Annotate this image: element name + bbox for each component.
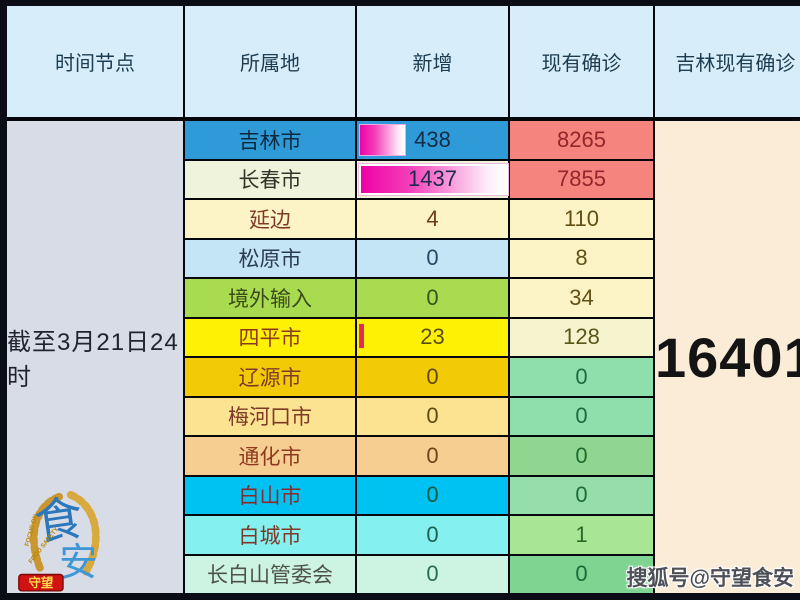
time-node-text: 截至3月21日24时 <box>7 329 179 391</box>
existing-cases-value: 0 <box>575 442 588 468</box>
existing-cases-cell: 0 <box>510 555 653 593</box>
new-cases-value: 4 <box>426 205 439 231</box>
region-name: 延边 <box>249 208 291 232</box>
region-cell: 松原市 <box>185 239 355 277</box>
new-cases-value: 0 <box>426 561 439 587</box>
header-jilin-total: 吉林现有确诊 <box>655 6 800 119</box>
logo-char-an: 安 <box>59 541 97 584</box>
new-cases-cell: 0 <box>357 358 508 396</box>
region-cell: 延边 <box>185 200 355 238</box>
region-cell: 白山市 <box>185 476 355 514</box>
data-bar <box>359 323 364 348</box>
existing-cases-value: 110 <box>563 205 600 231</box>
new-cases-value: 0 <box>426 245 439 271</box>
existing-cases-value: 8265 <box>557 126 606 152</box>
logo-banner-text: 守望 <box>28 575 53 590</box>
new-cases-cell: 0 <box>357 516 508 554</box>
region-name: 白城市 <box>238 524 302 548</box>
new-cases-cell: 438 <box>357 121 508 159</box>
new-cases-value: 23 <box>420 324 445 350</box>
new-cases-cell: 0 <box>357 437 508 475</box>
new-cases-cell: 0 <box>357 476 508 514</box>
new-cases-cell: 23 <box>357 318 508 356</box>
existing-cases-cell: 34 <box>510 279 653 317</box>
wreath-right-branch <box>66 491 100 576</box>
existing-cases-value: 8 <box>575 245 588 271</box>
region-name: 松原市 <box>238 248 302 272</box>
existing-cases-cell: 8 <box>510 239 653 277</box>
existing-cases-value: 128 <box>563 324 600 350</box>
header-time-node-label: 时间节点 <box>55 53 135 75</box>
existing-cases-value: 0 <box>575 482 588 508</box>
region-cell: 长春市 <box>185 160 355 198</box>
header-existing-cases-label: 现有确诊 <box>541 53 622 75</box>
new-cases-cell: 0 <box>357 239 508 277</box>
new-cases-value: 0 <box>426 482 439 508</box>
existing-cases-value: 7855 <box>557 166 606 192</box>
region-name: 长春市 <box>238 169 302 193</box>
region-cell: 通化市 <box>185 437 355 475</box>
new-cases-cell: 0 <box>357 279 508 317</box>
region-name: 四平市 <box>238 327 302 351</box>
new-cases-value: 0 <box>426 403 439 429</box>
existing-cases-value: 0 <box>575 561 588 587</box>
existing-cases-cell: 0 <box>510 476 653 514</box>
wreath-left-branch <box>30 492 63 572</box>
header-existing-cases: 现有确诊 <box>510 6 653 119</box>
sohu-watermark: 搜狐号@守望食安 <box>626 567 794 590</box>
logo-banner-ribbon <box>18 573 64 592</box>
data-bar <box>358 162 509 196</box>
new-cases-cell: 1437 <box>357 160 509 198</box>
region-cell: 长白山管委会 <box>185 555 355 593</box>
jilin-total-cell: 16401 <box>655 121 800 593</box>
data-bar <box>359 124 407 156</box>
existing-cases-cell: 128 <box>510 318 653 356</box>
header-region: 所属地 <box>185 6 355 119</box>
region-name: 辽源市 <box>238 366 302 390</box>
region-name: 通化市 <box>238 445 302 469</box>
new-cases-cell: 0 <box>357 555 508 593</box>
existing-cases-value: 0 <box>575 363 588 389</box>
covid-data-table: 时间节点 所属地 新增 现有确诊 吉林现有确诊 截至3月21日24时 食 安 F… <box>7 6 800 593</box>
existing-cases-value: 0 <box>575 403 588 429</box>
header-jilin-total-label: 吉林现有确诊 <box>675 53 796 75</box>
region-cell: 境外输入 <box>185 279 355 317</box>
new-cases-value: 1437 <box>408 166 457 192</box>
header-new-cases: 新增 <box>357 6 508 119</box>
existing-cases-value: 34 <box>569 284 594 310</box>
logo-char-shi: 食 <box>31 492 86 551</box>
time-node-cell: 截至3月21日24时 食 安 FOCUS ON FOOD SAFETY 守望 <box>7 121 183 593</box>
new-cases-value: 0 <box>426 442 439 468</box>
existing-cases-value: 1 <box>575 521 588 547</box>
region-cell: 四平市 <box>185 318 355 356</box>
existing-cases-cell: 1 <box>510 516 653 554</box>
existing-cases-cell: 110 <box>510 200 653 238</box>
region-cell: 白城市 <box>185 516 355 554</box>
food-safety-seal-logo: 食 安 FOCUS ON FOOD SAFETY 守望 <box>18 491 100 592</box>
existing-cases-cell: 0 <box>510 358 653 396</box>
region-name: 长白山管委会 <box>207 564 333 588</box>
new-cases-value: 0 <box>426 521 439 547</box>
existing-cases-cell: 8265 <box>510 121 653 159</box>
new-cases-value: 438 <box>414 126 451 152</box>
region-cell: 梅河口市 <box>185 397 355 435</box>
header-region-label: 所属地 <box>240 53 300 75</box>
region-name: 境外输入 <box>228 287 312 311</box>
region-name: 吉林市 <box>238 129 302 153</box>
region-name: 梅河口市 <box>228 406 312 430</box>
region-name: 白山市 <box>238 485 302 509</box>
existing-cases-cell: 0 <box>510 437 653 475</box>
new-cases-cell: 0 <box>357 397 508 435</box>
header-time-node: 时间节点 <box>7 6 183 119</box>
existing-cases-cell: 0 <box>510 397 653 435</box>
new-cases-value: 0 <box>426 284 439 310</box>
existing-cases-cell: 7855 <box>510 160 653 198</box>
new-cases-value: 0 <box>426 363 439 389</box>
region-cell: 吉林市 <box>185 121 355 159</box>
header-new-cases-label: 新增 <box>412 53 453 75</box>
region-cell: 辽源市 <box>185 358 355 396</box>
new-cases-cell: 4 <box>357 200 508 238</box>
jilin-total-value: 16401 <box>655 325 800 389</box>
